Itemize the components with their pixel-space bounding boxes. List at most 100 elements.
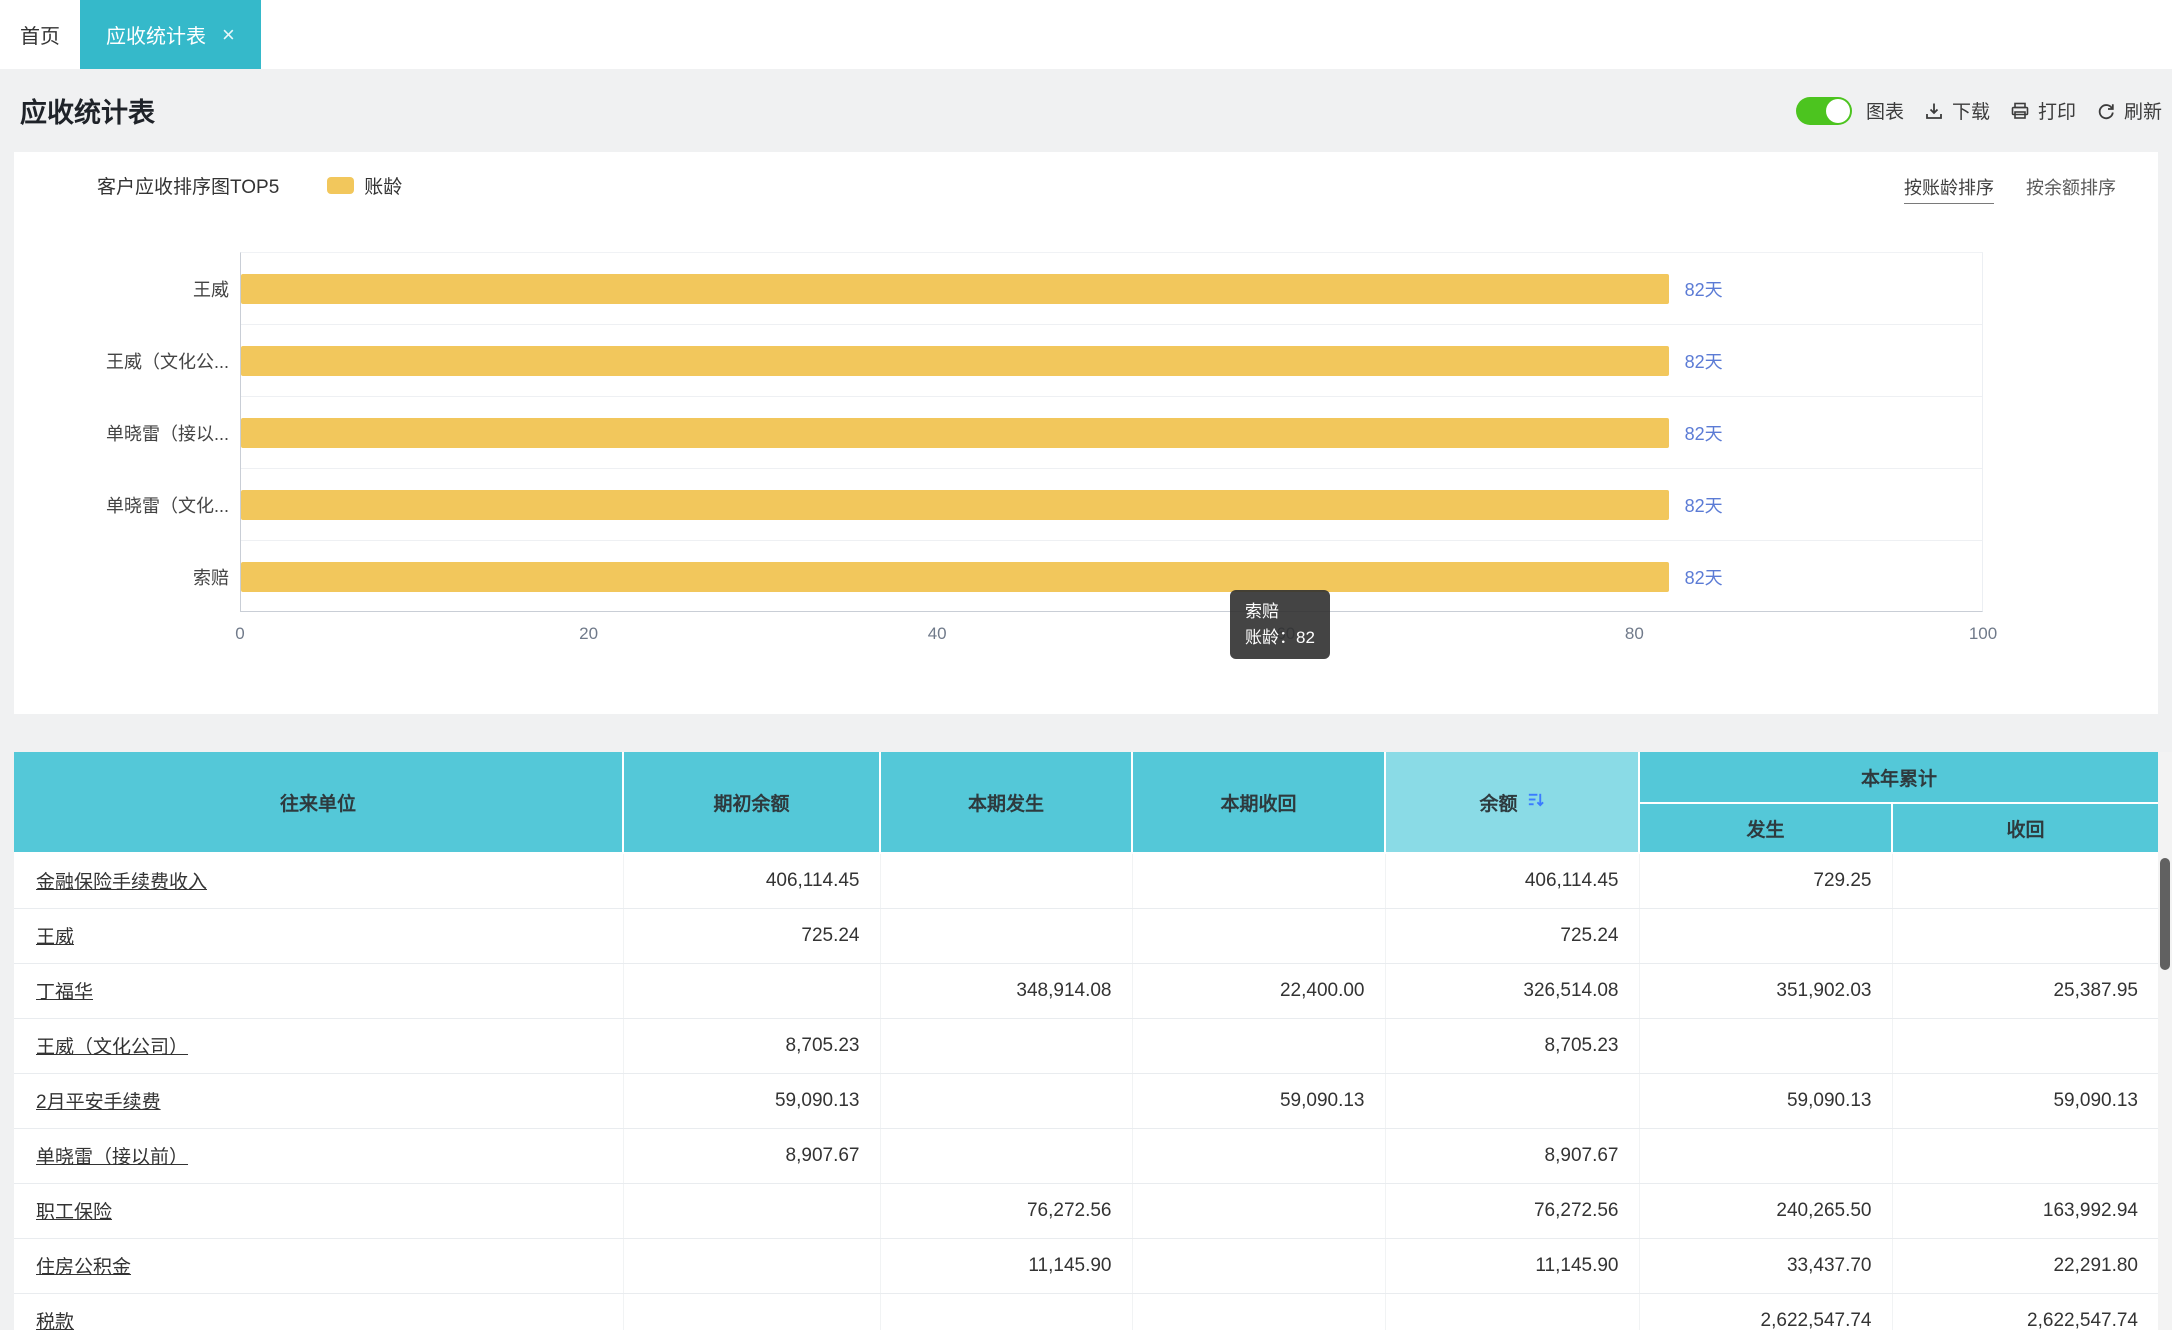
table-row: 税款 2,622,547.74 2,622,547.74 (14, 1293, 2158, 1330)
table-row: 职工保险 76,272.56 76,272.56 240,265.50 163,992.… (14, 1183, 2158, 1239)
print-label: 打印 (2037, 102, 2076, 123)
chart-card: 客户应收排序图TOP5 账龄 按账龄排序 按余额排序 王威 82天 王威（文化公..… (14, 152, 2158, 714)
chart-bar-row: 单晓雷（文化... 82天 (106, 469, 1982, 541)
company-link[interactable]: 金融保险手续费收入 (36, 872, 208, 894)
amount-cell: 11,145.90 (880, 1238, 1133, 1294)
company-link[interactable]: 2月平安手续费 (36, 1092, 161, 1113)
download-button[interactable]: 下载 (1924, 97, 1990, 124)
chart-axis-tick: 100 (1968, 624, 1998, 643)
amount-cell (1639, 1018, 1893, 1074)
company-cell: 职工保险 (14, 1183, 624, 1239)
amount-cell: 163,992.94 (1892, 1183, 2158, 1239)
amount-cell (1132, 1183, 1386, 1239)
chart-bar[interactable] (241, 417, 1669, 448)
chart-header: 客户应收排序图TOP5 账龄 (97, 172, 402, 199)
amount-cell: 240,265.50 (1639, 1183, 1893, 1239)
download-icon (1924, 101, 1944, 121)
toolbar: 图表 下载 打印 (1795, 96, 2162, 125)
chart-category-label: 王威 (193, 279, 229, 300)
amount-cell (880, 1018, 1133, 1074)
refresh-label: 刷新 (2123, 102, 2162, 123)
amount-cell (1132, 853, 1386, 909)
print-icon (2010, 101, 2030, 121)
company-cell: 单晓雷（接以前） (14, 1128, 624, 1184)
amount-cell: 406,114.45 (1385, 853, 1640, 909)
amount-cell (1892, 908, 2158, 964)
chart-toggle-label: 图表 (1865, 102, 1904, 123)
amount-cell: 725.24 (1385, 908, 1640, 964)
sort-descending-icon[interactable] (1526, 790, 1545, 815)
table-row: 王威（文化公司） 8,705.23 8,705.23 (14, 1018, 2158, 1074)
company-link[interactable]: 丁福华 (36, 982, 94, 1003)
chart-x-axis: 020406080100 (235, 624, 1997, 650)
table-body: 金融保险手续费收入 406,114.45 406,114.45 729.25 王威 725… (14, 853, 2158, 1330)
sort-by-balance-link[interactable]: 按余额排序 (2026, 178, 2116, 198)
amount-cell: 2,622,547.74 (1639, 1293, 1893, 1330)
amount-cell: 33,437.70 (1639, 1238, 1893, 1294)
tab-home[interactable]: 首页 (0, 0, 80, 69)
chart-bar-row: 王威（文化公... 82天 (106, 325, 1982, 397)
col-company[interactable]: 往来单位 (14, 752, 624, 854)
company-link[interactable]: 单晓雷（接以前） (36, 1147, 189, 1168)
amount-cell (1892, 1128, 2158, 1184)
chart-bar[interactable] (241, 489, 1669, 520)
scrollbar-track[interactable] (2158, 752, 2172, 1330)
sort-by-age-link[interactable]: 按账龄排序 (1904, 174, 1994, 204)
scrollbar-thumb[interactable] (2160, 858, 2170, 970)
company-link[interactable]: 王威 (36, 927, 75, 948)
tab-home-label: 首页 (20, 26, 60, 48)
chart-sort-links: 按账龄排序 按余额排序 (1904, 174, 2116, 204)
amount-cell: 2,622,547.74 (1892, 1293, 2158, 1330)
amount-cell: 59,090.13 (1892, 1073, 2158, 1129)
company-cell: 住房公积金 (14, 1238, 624, 1294)
chart-plot: 王威 82天 王威（文化公... 82天 单晓雷（接以... 82天 单晓雷（文化... 82… (106, 252, 1983, 612)
company-link[interactable]: 王威（文化公司） (36, 1037, 189, 1058)
amount-cell (1639, 908, 1893, 964)
amount-cell: 725.24 (623, 908, 881, 964)
toggle-knob (1825, 98, 1850, 123)
chart-axis-tick: 80 (1624, 624, 1644, 643)
company-link[interactable]: 税款 (36, 1312, 75, 1330)
table-row: 王威 725.24 725.24 (14, 908, 2158, 964)
chart-bar[interactable] (241, 562, 1669, 592)
col-period-occurred[interactable]: 本期发生 (880, 752, 1133, 854)
legend-label: 账龄 (364, 177, 403, 198)
amount-cell (1132, 1018, 1386, 1074)
chart-category-label: 索赔 (193, 568, 229, 588)
company-link[interactable]: 职工保险 (36, 1202, 113, 1223)
table-header: 往来单位 期初余额 本期发生 本期收回 余额 本年累 (14, 752, 2158, 854)
amount-cell (623, 963, 881, 1019)
chart-title: 客户应收排序图TOP5 (97, 177, 280, 198)
chart-bar[interactable] (241, 345, 1669, 376)
tab-bar: 首页 应收统计表 × (0, 0, 2172, 69)
amount-cell (1132, 1238, 1386, 1294)
company-link[interactable]: 住房公积金 (36, 1257, 132, 1278)
amount-cell (1132, 908, 1386, 964)
col-balance[interactable]: 余额 (1385, 752, 1640, 854)
chart-bar[interactable] (241, 273, 1669, 304)
table-row: 金融保险手续费收入 406,114.45 406,114.45 729.25 (14, 853, 2158, 909)
company-cell: 丁福华 (14, 963, 624, 1019)
amount-cell: 326,514.08 (1385, 963, 1640, 1019)
amount-cell: 11,145.90 (1385, 1238, 1640, 1294)
col-opening-balance[interactable]: 期初余额 (623, 752, 881, 854)
chart-legend[interactable]: 账龄 (327, 172, 402, 199)
amount-cell: 25,387.95 (1892, 963, 2158, 1019)
chart-toggle-switch[interactable] (1795, 96, 1852, 125)
col-period-received[interactable]: 本期收回 (1132, 752, 1386, 854)
table-row: 2月平安手续费 59,090.13 59,090.13 59,090.13 59,090… (14, 1073, 2158, 1129)
table-row: 住房公积金 11,145.90 11,145.90 33,437.70 22,291.8… (14, 1238, 2158, 1294)
refresh-button[interactable]: 刷新 (2096, 97, 2162, 124)
print-button[interactable]: 打印 (2010, 97, 2076, 124)
refresh-icon (2096, 101, 2116, 121)
chart-value-label: 82天 (1684, 568, 1723, 588)
amount-cell: 406,114.45 (623, 853, 881, 909)
amount-cell: 59,090.13 (1132, 1073, 1386, 1129)
amount-cell (1132, 1128, 1386, 1184)
chart-bar-row: 王威 82天 (193, 253, 1982, 325)
amount-cell: 22,400.00 (1132, 963, 1386, 1019)
tab-receivable-stats[interactable]: 应收统计表 × (80, 0, 261, 69)
col-year-occurred[interactable]: 发生 (1639, 803, 1893, 854)
tab-close-icon[interactable]: × (222, 21, 235, 47)
col-year-received[interactable]: 收回 (1892, 803, 2158, 854)
